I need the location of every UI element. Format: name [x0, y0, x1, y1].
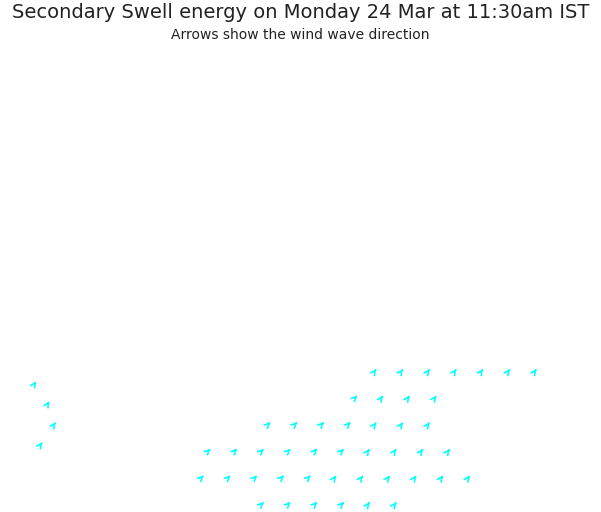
Text: Arrows show the wind wave direction: Arrows show the wind wave direction	[171, 28, 430, 41]
Text: Secondary Swell energy on Monday 24 Mar at 11:30am IST: Secondary Swell energy on Monday 24 Mar …	[12, 4, 589, 23]
